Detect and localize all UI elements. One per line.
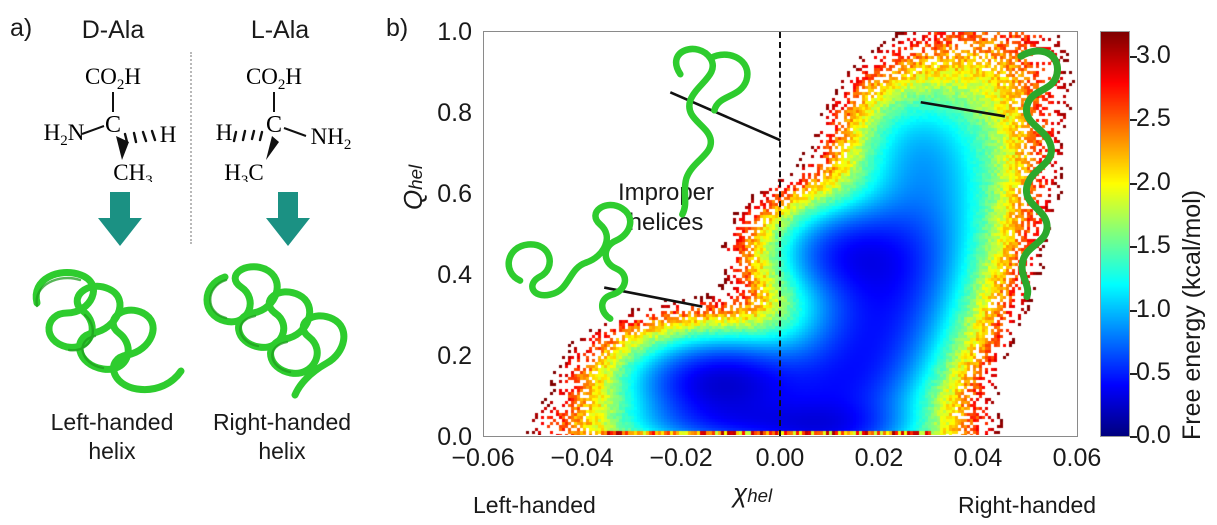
hash-wedge-l — [232, 129, 264, 143]
molecule-label-co2h-d: CO2H — [85, 64, 141, 93]
colorbar-tick-mark — [1130, 119, 1137, 121]
y-tick-label: 0.6 — [437, 180, 472, 208]
colorbar-tick-label: 3.0 — [1136, 41, 1171, 69]
y-tick-label: 0.0 — [437, 423, 472, 451]
molecule-structure-d-ala: CO2H C H2N H CH3 — [44, 64, 177, 182]
y-tick-label: 0.8 — [437, 99, 472, 127]
molecule-title-l-ala: L-Ala — [250, 16, 310, 44]
annotation-line-1: Improper — [617, 179, 715, 206]
molecule-label-c-d: C — [105, 112, 121, 138]
leader-line-alpha-helix — [920, 100, 1006, 118]
x-axis-region-label-left: Left-handed — [473, 492, 596, 518]
panel-a-tag: a) — [10, 14, 33, 42]
colorbar-tick-label: 2.5 — [1136, 104, 1171, 132]
molecule-structure-l-ala: CO2H C H NH2 H3C — [216, 64, 352, 182]
y-axis-label: Qhel — [398, 164, 428, 210]
y-tick-label: 0.4 — [437, 261, 472, 289]
colorbar — [1100, 31, 1130, 437]
bold-wedge-d — [116, 136, 129, 160]
down-arrow-icon-d — [98, 192, 142, 246]
molecule-label-ch3-d: CH3 — [113, 160, 152, 182]
caption-left-handed-helix: Left-handed helix — [22, 408, 202, 466]
panel-divider — [190, 52, 192, 244]
alpha-helix-structure — [1017, 47, 1061, 301]
free-energy-heatmap-plot: Improper helices α- — [483, 31, 1078, 437]
molecule-label-h3c-l: H3C — [224, 160, 263, 182]
panel-a: a) D-Ala L-Ala CO2H C H2N H CH3 CO2H C — [0, 0, 380, 525]
molecule-label-h-d: H — [160, 122, 177, 147]
colorbar-tick-label: 1.0 — [1136, 295, 1171, 323]
x-axis-label: χhel — [733, 478, 773, 508]
x-tick-label: 0.06 — [1052, 444, 1102, 472]
molecule-label-c-l: C — [266, 112, 282, 138]
molecule-label-h2n-d: H2N — [44, 120, 85, 149]
coil-structure-bottom — [505, 201, 634, 322]
colorbar-tick-mark — [1130, 56, 1137, 58]
colorbar-tick-mark — [1130, 310, 1137, 312]
x-tick-label: 0.00 — [755, 444, 805, 472]
y-tick-label: 0.2 — [437, 342, 472, 370]
molecule-title-d-ala: D-Ala — [81, 16, 145, 44]
molecule-label-co2h-l: CO2H — [246, 64, 302, 93]
down-arrow-icon-l — [266, 192, 310, 246]
annotation-overlay — [505, 45, 1061, 322]
annotation-alpha-helix: α-helix — [1077, 217, 1078, 246]
colorbar-tick-label: 0.5 — [1136, 358, 1171, 386]
caption-line-1: Right-handed — [212, 409, 352, 435]
panel-b-tag: b) — [386, 14, 409, 42]
colorbar-tick-label: 0.0 — [1136, 421, 1171, 449]
colorbar-tick-mark — [1130, 373, 1137, 375]
colorbar-tick-mark — [1130, 436, 1137, 438]
hash-wedge-d — [123, 129, 157, 144]
colorbar-tick-label: 1.5 — [1136, 231, 1171, 259]
x-tick-label: 0.04 — [953, 444, 1003, 472]
annotation-line-2: helices — [628, 209, 704, 236]
coil-structure-top — [672, 45, 751, 218]
molecule-label-nh2-l: NH2 — [311, 124, 352, 153]
right-handed-helix-illustration — [203, 263, 348, 399]
x-tick-label: −0.02 — [649, 444, 713, 472]
colorbar-title: Free energy (kcal/mol) — [1178, 189, 1206, 440]
x-tick-label: −0.04 — [550, 444, 614, 472]
caption-line-2: helix — [88, 437, 136, 464]
x-tick-label: −0.06 — [451, 444, 515, 472]
colorbar-tick-mark — [1130, 246, 1137, 248]
colorbar-tick-label: 2.0 — [1136, 168, 1171, 196]
molecule-label-h-l: H — [216, 120, 233, 145]
zero-chirality-reference-line — [779, 32, 781, 436]
y-tick-label: 1.0 — [437, 18, 472, 46]
annotation-improper-helices: Improper helices — [596, 178, 736, 238]
x-axis-region-label-right: Right-handed — [958, 492, 1097, 518]
caption-line-2: helix — [258, 437, 306, 464]
bold-wedge-l — [266, 136, 279, 160]
caption-right-handed-helix: Right-handed helix — [192, 408, 372, 466]
colorbar-tick-mark — [1130, 183, 1137, 185]
left-handed-helix-illustration — [32, 269, 185, 394]
panel-b: b) 1.0 0.8 0.6 0.4 0.2 0.0 Qhel Improper… — [378, 0, 1217, 525]
x-tick-label: 0.02 — [854, 444, 904, 472]
caption-line-1: Left-handed — [50, 409, 174, 435]
